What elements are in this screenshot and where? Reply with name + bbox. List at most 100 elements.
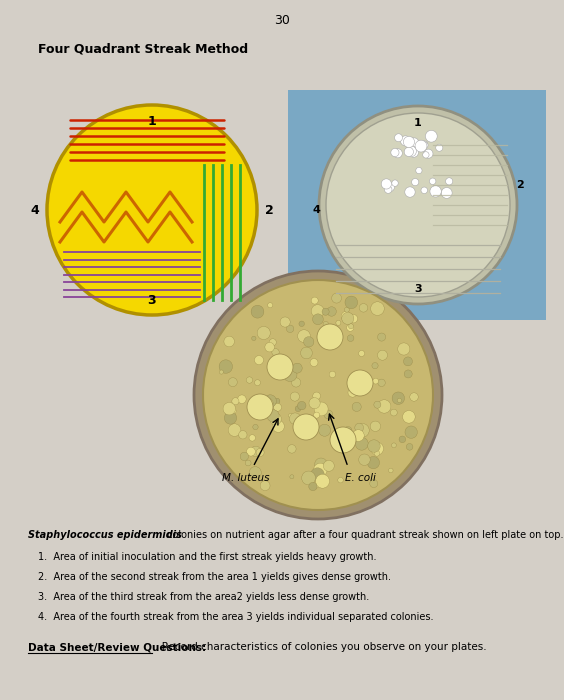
Text: 1.  Area of initial inoculation and the first streak yields heavy growth.: 1. Area of initial inoculation and the f… <box>38 552 377 562</box>
Circle shape <box>332 293 341 303</box>
Circle shape <box>430 186 441 197</box>
Circle shape <box>249 435 255 441</box>
Circle shape <box>385 182 395 192</box>
Circle shape <box>226 406 236 416</box>
Circle shape <box>283 368 297 382</box>
Circle shape <box>252 336 256 340</box>
Circle shape <box>359 454 370 466</box>
Text: M. luteus: M. luteus <box>222 473 270 483</box>
Circle shape <box>403 136 415 148</box>
Circle shape <box>264 395 276 407</box>
Circle shape <box>385 186 392 193</box>
Circle shape <box>260 481 270 491</box>
Circle shape <box>246 447 255 456</box>
Circle shape <box>349 314 358 323</box>
Circle shape <box>347 335 354 342</box>
Circle shape <box>368 440 380 452</box>
Circle shape <box>309 398 320 409</box>
Circle shape <box>336 321 341 326</box>
Circle shape <box>415 140 427 152</box>
Circle shape <box>374 451 380 456</box>
Circle shape <box>237 395 246 403</box>
Circle shape <box>319 106 517 304</box>
Circle shape <box>254 356 263 365</box>
Circle shape <box>345 307 349 312</box>
Circle shape <box>330 427 356 453</box>
Circle shape <box>436 144 443 151</box>
Text: 3: 3 <box>148 294 156 307</box>
Circle shape <box>403 357 412 366</box>
Text: 2.  Area of the second streak from the area 1 yields gives dense growth.: 2. Area of the second streak from the ar… <box>38 572 391 582</box>
Circle shape <box>392 392 404 405</box>
Circle shape <box>311 468 324 482</box>
Circle shape <box>312 314 323 325</box>
Circle shape <box>355 424 364 432</box>
Circle shape <box>323 321 329 327</box>
Text: 4: 4 <box>312 205 320 215</box>
Circle shape <box>421 141 428 148</box>
Circle shape <box>367 456 380 469</box>
Circle shape <box>240 452 249 461</box>
Circle shape <box>359 351 364 356</box>
Circle shape <box>254 379 261 386</box>
Circle shape <box>345 296 358 309</box>
Circle shape <box>219 360 232 373</box>
Circle shape <box>373 378 378 384</box>
Circle shape <box>219 370 223 374</box>
Circle shape <box>403 410 415 423</box>
Text: 30: 30 <box>274 14 290 27</box>
Circle shape <box>314 402 328 416</box>
Circle shape <box>327 307 336 316</box>
Circle shape <box>421 187 428 194</box>
Circle shape <box>425 130 437 142</box>
Circle shape <box>378 379 385 386</box>
Circle shape <box>274 398 280 404</box>
Circle shape <box>398 343 410 355</box>
Circle shape <box>377 350 387 360</box>
Circle shape <box>298 330 310 342</box>
Circle shape <box>269 339 276 346</box>
Circle shape <box>228 377 237 386</box>
Circle shape <box>317 324 343 350</box>
Text: colonies on nutrient agar after a four quadrant streak shown on left plate on to: colonies on nutrient agar after a four q… <box>164 530 563 540</box>
Circle shape <box>349 324 354 329</box>
Circle shape <box>399 436 406 442</box>
Circle shape <box>281 360 290 368</box>
Circle shape <box>355 438 368 450</box>
Circle shape <box>352 402 362 412</box>
Circle shape <box>323 461 334 471</box>
Circle shape <box>224 336 235 346</box>
Circle shape <box>352 430 364 442</box>
Text: 1: 1 <box>414 118 422 128</box>
Circle shape <box>409 148 418 158</box>
Text: 2: 2 <box>516 180 524 190</box>
Circle shape <box>268 302 272 308</box>
Circle shape <box>289 413 301 424</box>
Circle shape <box>322 308 329 315</box>
Circle shape <box>311 304 324 317</box>
Circle shape <box>422 142 428 148</box>
Text: 4.  Area of the fourth streak from the area 3 yields individual separated coloni: 4. Area of the fourth streak from the ar… <box>38 612 434 622</box>
Circle shape <box>288 444 296 453</box>
Circle shape <box>295 406 301 412</box>
Circle shape <box>446 178 453 185</box>
Bar <box>288 90 546 320</box>
Circle shape <box>250 446 261 456</box>
Circle shape <box>412 178 419 186</box>
Circle shape <box>253 424 258 430</box>
Circle shape <box>370 480 378 488</box>
Text: 4: 4 <box>30 204 39 216</box>
Circle shape <box>348 388 357 397</box>
Circle shape <box>347 370 373 396</box>
Circle shape <box>292 378 301 387</box>
Circle shape <box>329 371 336 377</box>
Circle shape <box>280 317 290 327</box>
Circle shape <box>267 354 293 380</box>
Circle shape <box>392 180 398 186</box>
Circle shape <box>344 426 352 435</box>
Circle shape <box>429 178 436 185</box>
Circle shape <box>397 398 402 402</box>
Circle shape <box>377 400 391 413</box>
Circle shape <box>422 152 429 158</box>
Circle shape <box>381 178 391 189</box>
